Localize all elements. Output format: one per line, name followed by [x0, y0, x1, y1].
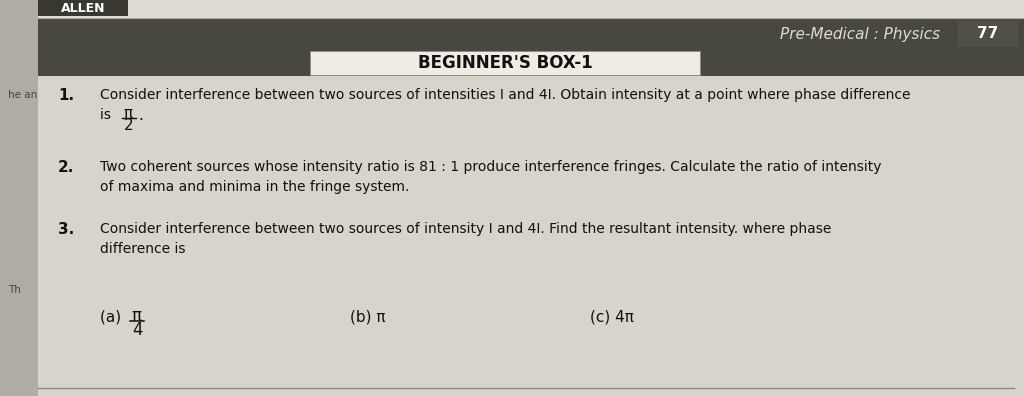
Text: π: π	[124, 106, 133, 121]
Text: BEGINNER'S BOX-1: BEGINNER'S BOX-1	[418, 54, 592, 72]
Text: (a): (a)	[100, 310, 126, 325]
Text: he an: he an	[8, 90, 37, 100]
Text: 2.: 2.	[58, 160, 75, 175]
Text: π: π	[131, 307, 141, 325]
Text: (b) π: (b) π	[350, 310, 385, 325]
Bar	[38, 0, 1024, 18]
Text: 1.: 1.	[58, 88, 74, 103]
Text: Pre-Medical : Physics: Pre-Medical : Physics	[780, 27, 940, 42]
Text: of maxima and minima in the fringe system.: of maxima and minima in the fringe syste…	[100, 180, 410, 194]
Text: .: .	[138, 108, 143, 123]
Text: 4: 4	[132, 321, 142, 339]
Text: 2: 2	[124, 118, 133, 133]
Text: Consider interference between two sources of intensities I and 4I. Obtain intens: Consider interference between two source…	[100, 88, 910, 102]
Text: (c) 4π: (c) 4π	[590, 310, 634, 325]
Bar	[0, 0, 38, 396]
Text: difference is: difference is	[100, 242, 185, 256]
Bar	[38, 50, 1024, 76]
Text: 77: 77	[977, 27, 998, 42]
Text: Consider interference between two sources of intensity I and 4I. Find the result: Consider interference between two source…	[100, 222, 831, 236]
Bar	[958, 21, 1018, 47]
Text: 3.: 3.	[58, 222, 75, 237]
Bar	[310, 51, 700, 75]
Text: Two coherent sources whose intensity ratio is 81 : 1 produce interference fringe: Two coherent sources whose intensity rat…	[100, 160, 882, 174]
Text: is: is	[100, 108, 116, 122]
Bar	[38, 18, 1024, 50]
Bar	[38, 0, 128, 16]
Text: Th: Th	[8, 285, 20, 295]
Text: ALLEN: ALLEN	[60, 2, 105, 15]
